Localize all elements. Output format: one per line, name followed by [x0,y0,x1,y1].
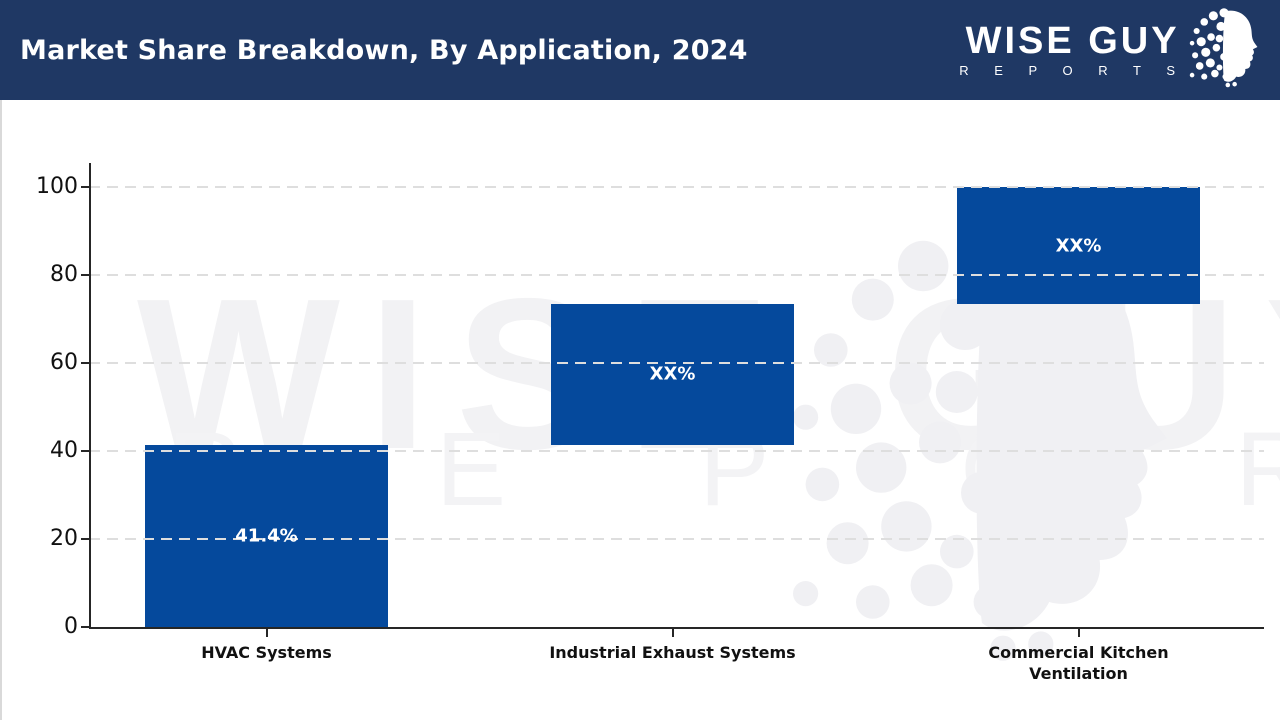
y-axis-line [89,163,91,629]
y-tick-label: 20 [50,526,78,551]
x-tick-mark [1077,629,1080,637]
x-axis-line [89,627,1264,629]
bar-2 [551,304,794,445]
gridline-20 [89,538,1264,540]
y-tick-label: 40 [50,438,78,463]
y-tick-label: 100 [36,174,78,199]
gridline-60 [89,362,1264,364]
bar-1 [145,444,388,627]
x-category-label: HVAC Systems [201,643,332,662]
bar-value-label: XX% [649,363,696,385]
gridline-100 [89,186,1264,188]
y-tick-mark [81,274,89,276]
logo-wordmark: WISE GUY [965,20,1180,62]
y-tick-label: 60 [50,350,78,375]
logo-face-icon [1189,8,1258,88]
y-tick-mark [81,626,89,628]
y-tick-mark [81,362,89,364]
bar-value-label: XX% [1055,235,1102,257]
x-tick-mark [671,629,674,637]
y-tick-mark [81,450,89,452]
x-tick-mark [265,629,268,637]
x-category-label: Industrial Exhaust Systems [549,643,796,662]
logo-text: WISE GUY R E P O R T S [959,22,1186,78]
gridline-80 [89,274,1264,276]
header-bar: Market Share Breakdown, By Application, … [0,0,1280,100]
chart-title: Market Share Breakdown, By Application, … [20,34,748,66]
x-category-label: Commercial Kitchen Ventilation [988,643,1169,683]
chart-area: WISE GUY R E P O R T S 02040608010041.4%… [2,100,1280,720]
gridline-40 [89,450,1264,452]
y-tick-mark [81,538,89,540]
y-tick-mark [81,186,89,188]
y-tick-label: 80 [50,262,78,287]
bar-value-label: 41.4% [235,525,298,547]
y-tick-label: 0 [64,614,78,639]
logo-subtitle: R E P O R T S [959,63,1186,78]
wise-guy-logo: WISE GUY R E P O R T S [959,8,1262,92]
